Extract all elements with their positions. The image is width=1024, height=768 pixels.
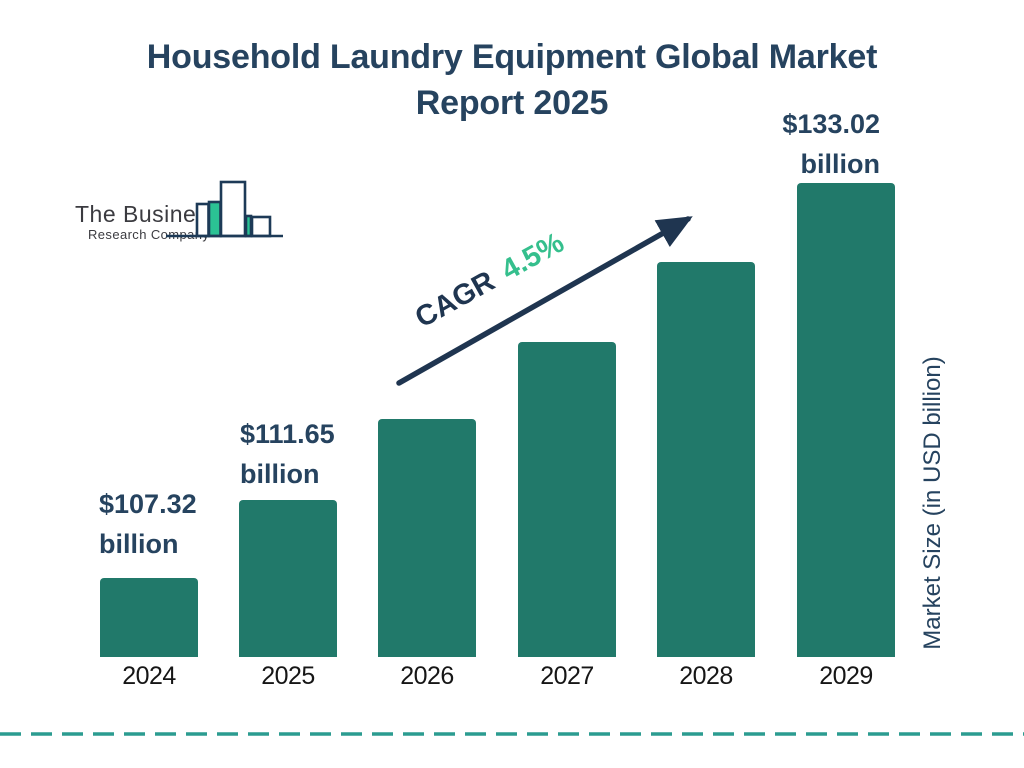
cagr-annotation: CAGR 4.5% (410, 227, 570, 336)
x-tick-2024: 2024 (122, 662, 176, 690)
bar-2028 (657, 262, 755, 657)
value-label-unit: billion (240, 459, 320, 489)
value-label-2024: $107.32 billion (99, 484, 197, 564)
bar-2026 (378, 419, 476, 657)
bottom-dashed-divider (0, 732, 1024, 736)
cagr-value: 4.5% (496, 226, 570, 287)
value-label-amount: $133.02 (782, 109, 880, 139)
value-label-2025: $111.65 billion (240, 414, 335, 494)
chart-title-line1: Household Laundry Equipment Global Marke… (146, 38, 878, 76)
value-label-amount: $111.65 (240, 419, 335, 449)
x-tick-2026: 2026 (400, 662, 454, 690)
x-tick-2025: 2025 (261, 662, 315, 690)
bar-2029 (797, 183, 895, 657)
x-tick-2029: 2029 (819, 662, 873, 690)
x-tick-2027: 2027 (540, 662, 594, 690)
value-label-unit: billion (800, 149, 880, 179)
bar-2025 (239, 500, 337, 657)
value-label-unit: billion (99, 529, 179, 559)
chart-title-line2: Report 2025 (415, 84, 609, 122)
logo-bar-chart-icon (166, 180, 283, 238)
bar-2024 (100, 578, 198, 657)
bar-2027 (518, 342, 616, 657)
x-tick-2028: 2028 (679, 662, 733, 690)
value-label-2029: $133.02 billion (782, 104, 880, 184)
chart-title: Household Laundry Equipment Global Marke… (0, 34, 1024, 126)
value-label-amount: $107.32 (99, 489, 197, 519)
cagr-label: CAGR (410, 265, 501, 335)
y-axis-title: Market Size (in USD billion) (919, 356, 946, 650)
logo-text-secondary: Research Company (88, 227, 210, 242)
